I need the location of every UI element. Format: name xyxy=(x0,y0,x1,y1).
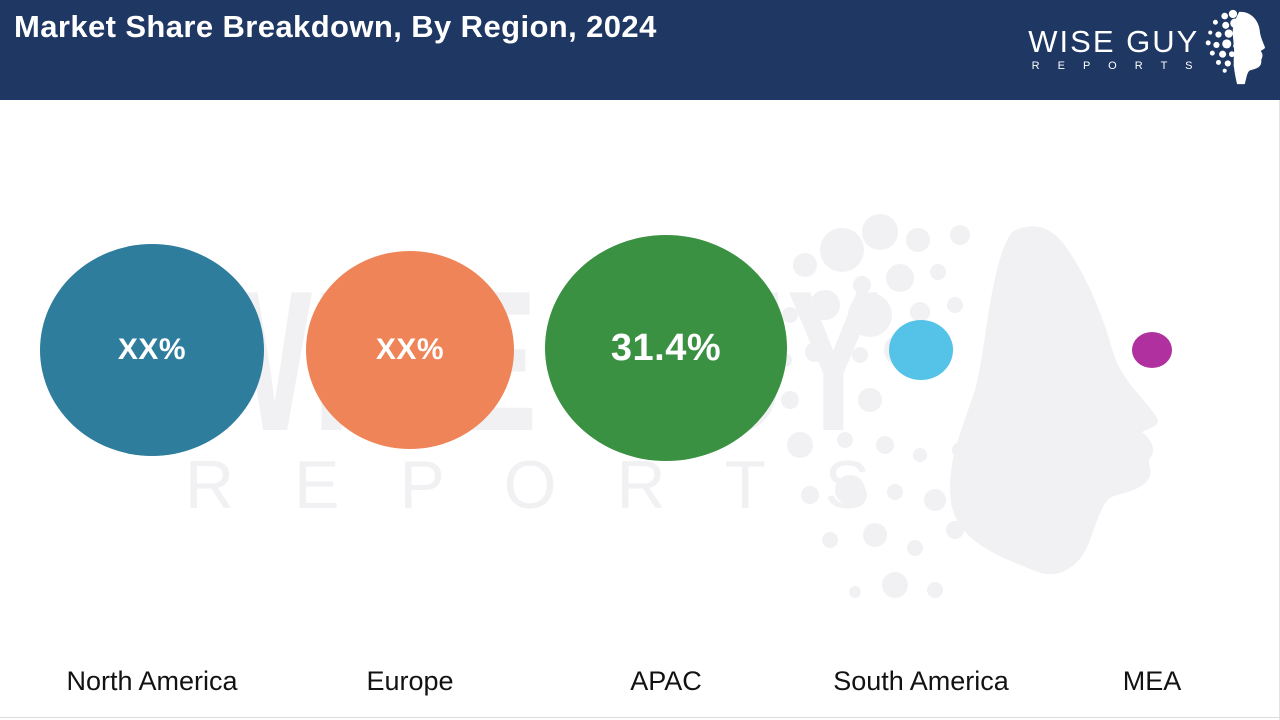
category-label-europe: Europe xyxy=(366,666,454,696)
watermark-brand-subname: R E P O R T S xyxy=(185,447,870,523)
header-bar: Market Share Breakdown, By Region, 2024 … xyxy=(0,0,1280,100)
watermark-head-silhouette xyxy=(950,226,1158,575)
bubble-south-america xyxy=(889,320,953,380)
category-label-mea: MEA xyxy=(1122,666,1182,696)
brand-head-icon xyxy=(1205,9,1265,85)
brand-name: WISE GUY xyxy=(1028,23,1200,59)
bubble-mea xyxy=(1132,332,1172,368)
brand-logo: WISE GUY R E P O R T S xyxy=(1028,8,1268,88)
chart-canvas: WISE GUY R E P O R T S XX xyxy=(0,100,1280,720)
bottom-divider xyxy=(0,717,1280,718)
bubble-value-north-america: XX% xyxy=(117,333,187,366)
bubble-value-europe: XX% xyxy=(375,333,445,366)
brand-logo-text: WISE GUY R E P O R T S xyxy=(1028,23,1200,72)
bubble-north-america: XX% xyxy=(40,244,264,456)
category-label-apac: APAC xyxy=(630,666,702,696)
category-label-north-america: North America xyxy=(66,666,238,696)
bubble-apac: 31.4% xyxy=(545,235,787,461)
brand-subname: R E P O R T S xyxy=(1031,59,1200,72)
category-label-south-america: South America xyxy=(833,666,1009,696)
page-title: Market Share Breakdown, By Region, 2024 xyxy=(14,9,657,44)
bubble-value-apac: 31.4% xyxy=(610,326,722,369)
bubble-europe: XX% xyxy=(306,251,514,449)
